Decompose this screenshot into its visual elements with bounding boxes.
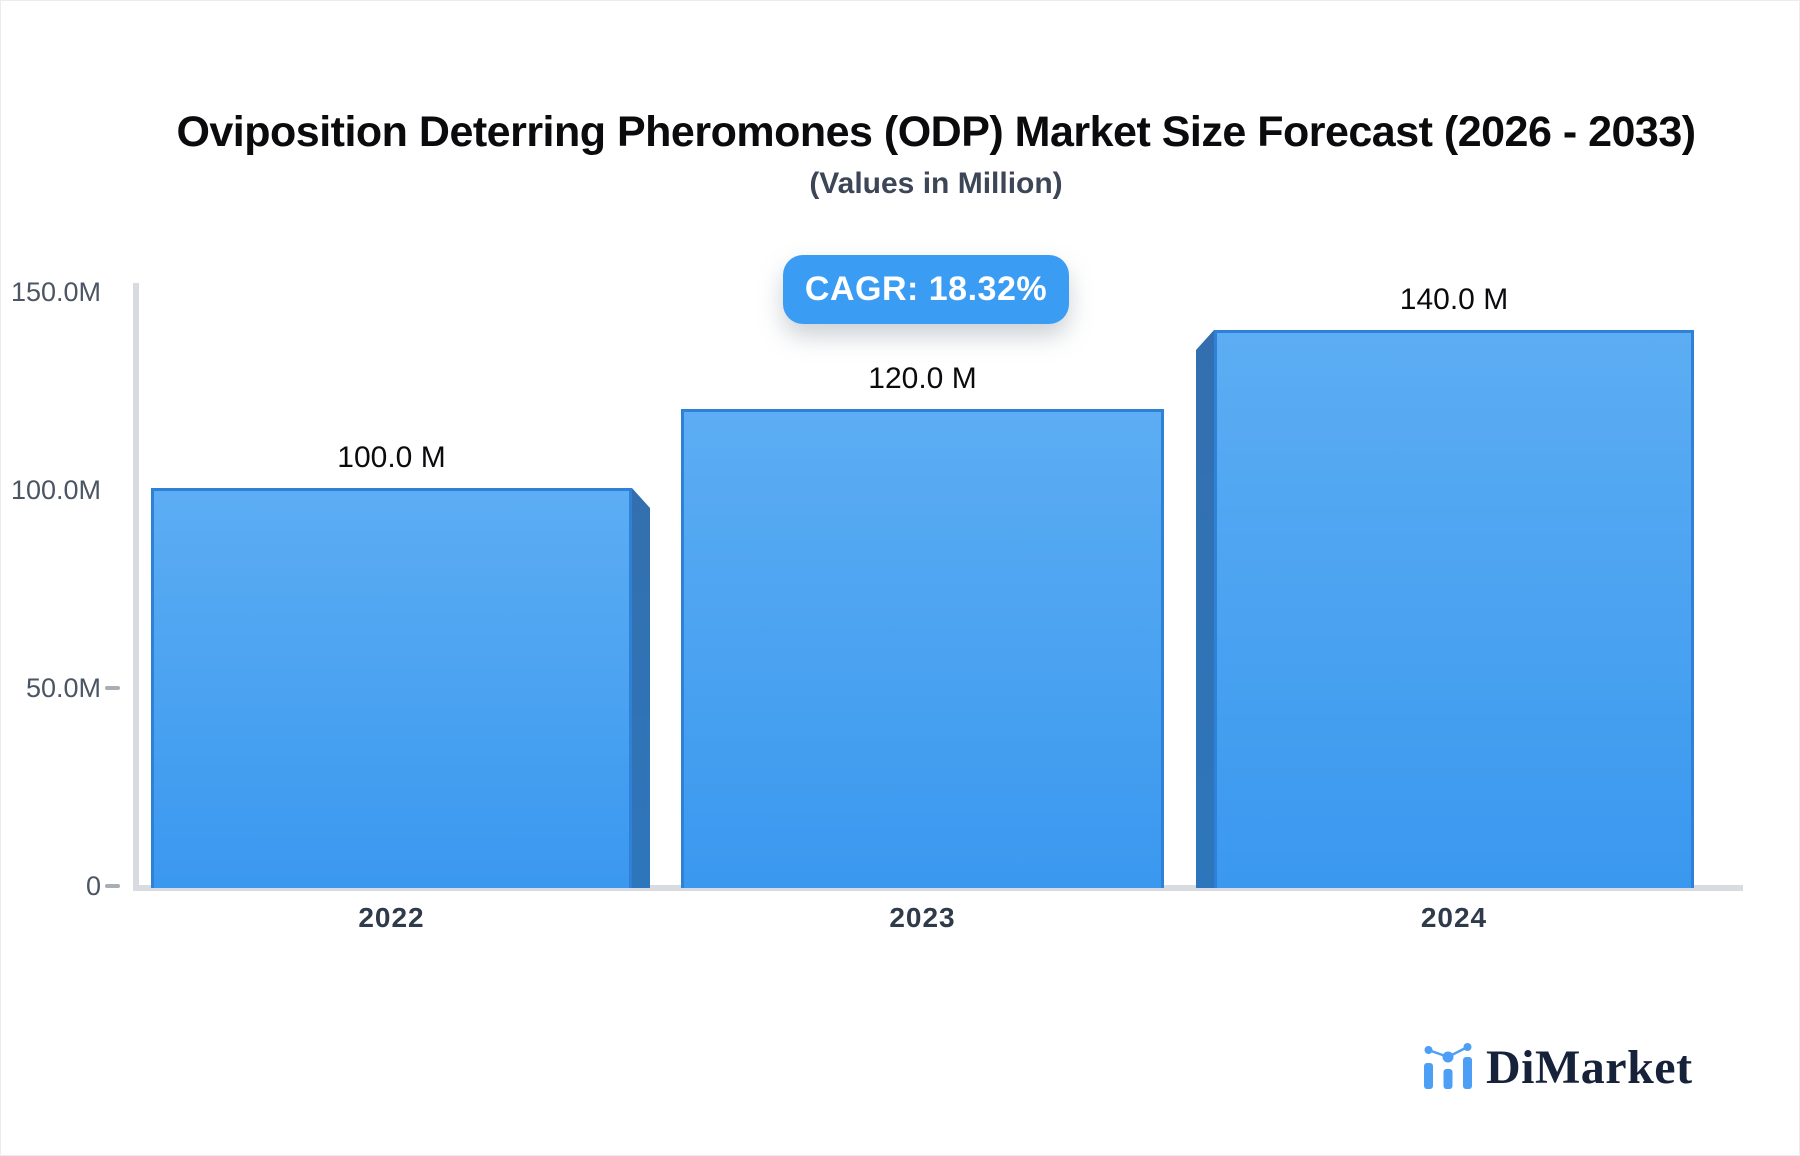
dimarket-logo: DiMarket bbox=[1422, 1037, 1693, 1097]
y-tick-label: 50.0M bbox=[25, 673, 101, 703]
page-title: Oviposition Deterring Pheromones (ODP) M… bbox=[176, 108, 1696, 156]
bar-2022-bevel bbox=[632, 488, 650, 888]
bar-2024 bbox=[1214, 330, 1694, 888]
y-tick-label: 0 bbox=[85, 871, 101, 901]
cagr-badge-label: CAGR: 18.32% bbox=[804, 270, 1048, 308]
y-tick-dash bbox=[105, 884, 120, 888]
bar-chart-trend-icon bbox=[1424, 1043, 1472, 1089]
page-subtitle: (Values in Million) bbox=[809, 167, 1063, 200]
y-axis-line bbox=[133, 283, 139, 889]
x-axis-label: 2024 bbox=[1420, 902, 1488, 933]
x-axis-label: 2023 bbox=[889, 902, 956, 933]
x-axis-line bbox=[133, 885, 1743, 891]
y-tick-label: 100.0M bbox=[10, 475, 101, 505]
logo-text: DiMarket bbox=[1486, 1040, 1693, 1094]
y-tick-label: 150.0M bbox=[10, 277, 101, 307]
y-tick-dash bbox=[105, 686, 120, 690]
bar-value-label: 140.0 M bbox=[1399, 283, 1509, 316]
bar-2022 bbox=[151, 488, 632, 888]
cagr-badge: CAGR: 18.32% bbox=[783, 255, 1069, 324]
bar-2023 bbox=[681, 409, 1164, 888]
bar-2024-bevel bbox=[1196, 330, 1214, 888]
bar-value-label: 100.0 M bbox=[337, 441, 446, 474]
bar-value-label: 120.0 M bbox=[868, 362, 977, 395]
x-axis-label: 2022 bbox=[358, 902, 425, 933]
